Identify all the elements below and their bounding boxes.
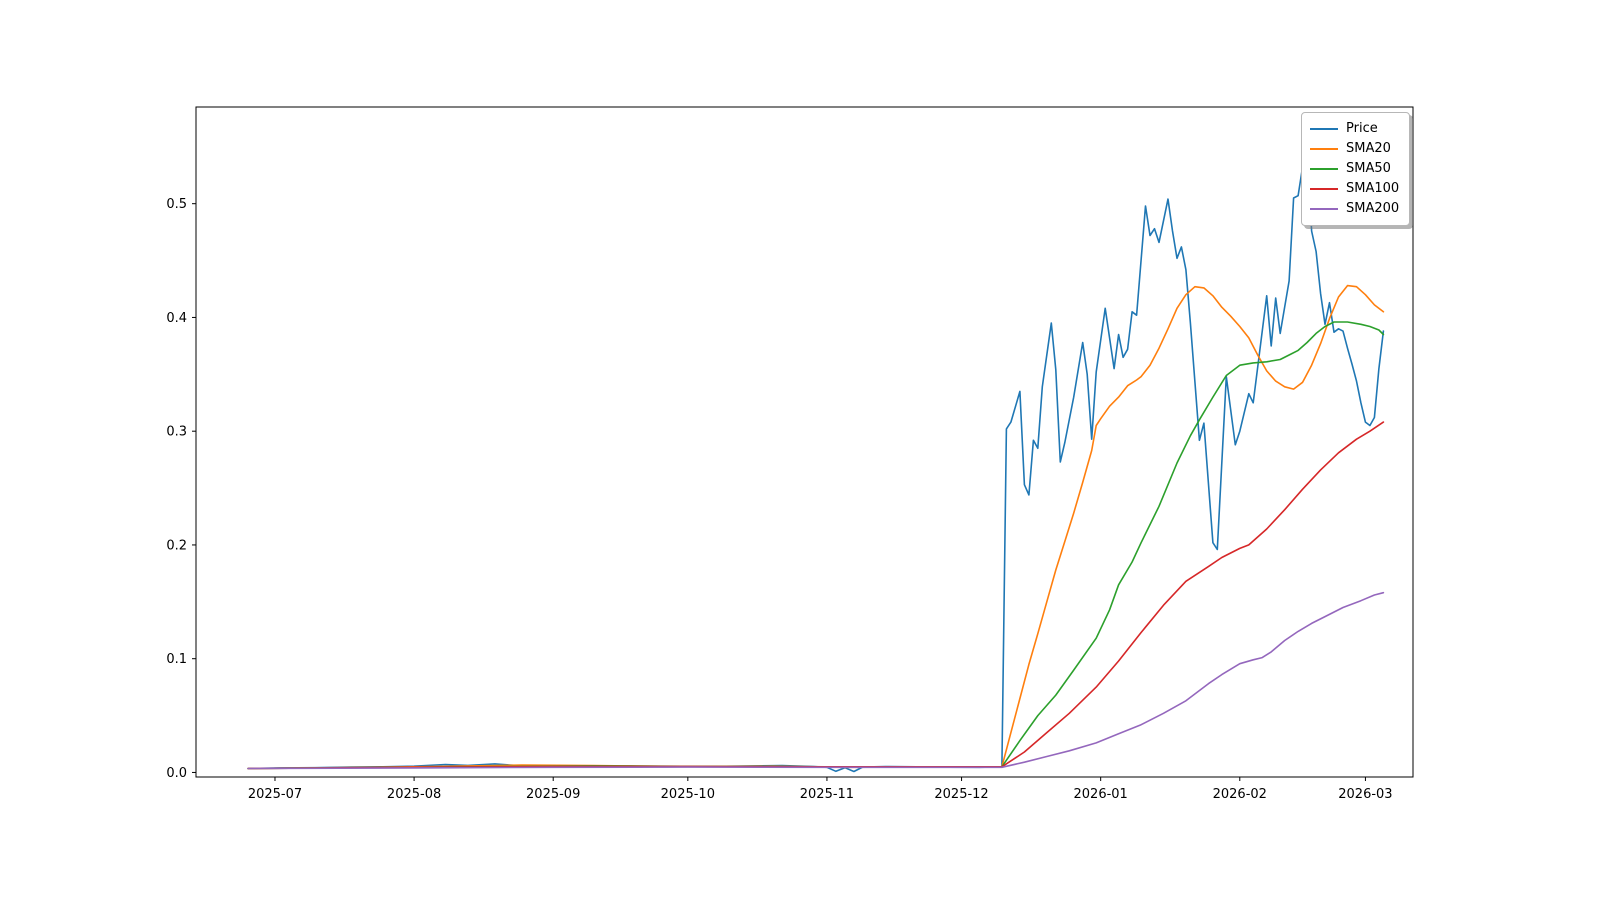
x-tick-label: 2025-10 xyxy=(661,787,715,802)
x-tick-label: 2025-08 xyxy=(387,787,441,802)
legend-entry: SMA50 xyxy=(1310,159,1399,179)
legend-label: SMA200 xyxy=(1346,201,1400,216)
x-tick-label: 2025-07 xyxy=(248,787,302,802)
y-tick-label: 0.0 xyxy=(166,766,187,781)
legend-line-swatch xyxy=(1310,128,1338,130)
legend-entry: Price xyxy=(1310,119,1399,139)
legend-label: SMA50 xyxy=(1346,161,1391,176)
x-tick-label: 2025-09 xyxy=(526,787,580,802)
legend-label: Price xyxy=(1346,121,1378,136)
legend-label: SMA100 xyxy=(1346,181,1400,196)
legend-line-swatch xyxy=(1310,188,1338,190)
legend-line-swatch xyxy=(1310,168,1338,170)
legend-entry: SMA100 xyxy=(1310,179,1399,199)
x-tick-label: 2026-02 xyxy=(1213,787,1267,802)
x-tick-label: 2026-03 xyxy=(1338,787,1392,802)
x-tick-label: 2025-11 xyxy=(800,787,854,802)
chart-legend: Price SMA20 SMA50 SMA100 SMA200 xyxy=(1301,112,1411,226)
legend-line-swatch xyxy=(1310,148,1338,150)
x-tick-label: 2026-01 xyxy=(1074,787,1128,802)
y-tick-label: 0.3 xyxy=(166,425,187,440)
legend-label: SMA20 xyxy=(1346,141,1391,156)
legend-line-swatch xyxy=(1310,208,1338,210)
sma200-line xyxy=(247,591,1385,770)
y-tick-label: 0.4 xyxy=(166,311,187,326)
x-tick-label: 2025-12 xyxy=(934,787,988,802)
y-tick-label: 0.5 xyxy=(166,197,187,212)
y-tick-label: 0.2 xyxy=(166,538,187,553)
legend-entry: SMA20 xyxy=(1310,139,1399,159)
legend-entry: SMA200 xyxy=(1310,199,1399,219)
y-tick-label: 0.1 xyxy=(166,652,187,667)
axes-spines xyxy=(195,106,1414,778)
